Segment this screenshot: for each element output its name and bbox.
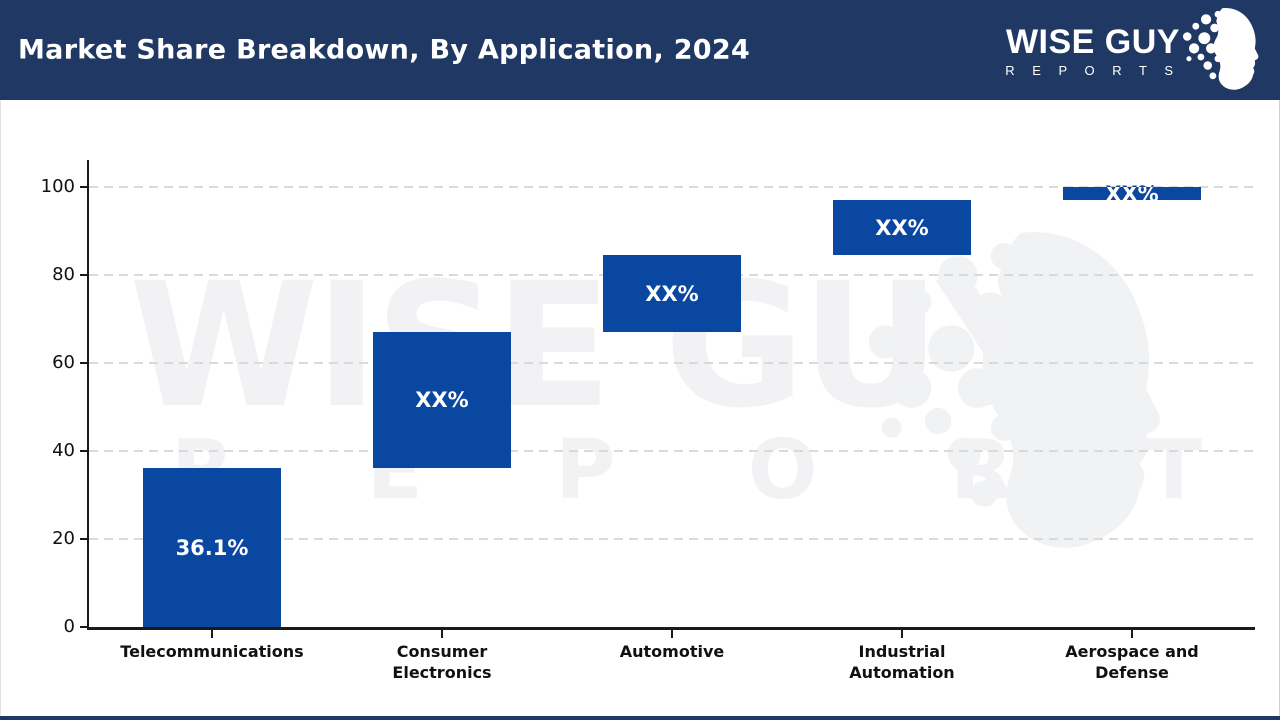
y-axis-tick-label: 20 [52,528,75,549]
x-axis-category-label: Industrial Automation [849,642,955,682]
y-axis-tick [80,538,89,540]
wiseguy-logo: WISE GUY R E P O R T S [1005,4,1270,98]
bar-value-text: XX% [1105,181,1159,206]
waterfall-bar-segment: XX% [373,332,511,469]
bar-value-label: XX% [603,281,741,307]
x-axis-tick [1131,630,1133,638]
gridline [89,362,1255,364]
bar-value-label: XX% XX% [1063,181,1201,207]
gridline [89,538,1255,540]
logo-subtitle-text: R E P O R T S [1005,63,1180,78]
y-axis-tick-label: 40 [52,440,75,461]
bar-value-label: 36.1% [143,535,281,561]
y-axis-line [87,160,89,630]
x-axis-category-label: Aerospace and Defense [1065,642,1199,682]
logo-wordmark: WISE GUY R E P O R T S [1005,23,1180,79]
x-axis-tick [901,630,903,638]
y-axis-tick [80,362,89,364]
bar-value-text: XX% [415,388,469,413]
x-axis-category-label: Consumer Electronics [392,642,492,682]
bar-value-text: XX% [645,281,699,306]
footer-bar [0,716,1280,720]
y-axis-tick [80,274,89,276]
bar-value-text: XX% [1105,181,1159,206]
chart-area: WISE GUY R E P O R T S 02040608010036.1%… [0,100,1280,716]
header-bar: Market Share Breakdown, By Application, … [0,0,1280,100]
x-axis-category-label: Automotive [619,642,725,661]
x-axis-category-label: Telecommunications [120,642,304,661]
x-axis-tick [441,630,443,638]
waterfall-bar-segment: XX% XX% [1063,182,1201,206]
page-title: Market Share Breakdown, By Application, … [18,34,751,66]
bar-value-label: XX% [373,387,511,413]
x-axis-tick [211,630,213,638]
logo-face-icon [1182,8,1259,90]
waterfall-bar-segment: XX% [833,200,971,256]
waterfall-chart: 0 20 40 60 80 100 36.1% Telecommunications XX% Co… [1,100,1279,716]
gridline [89,450,1255,452]
x-axis-line [87,627,1255,630]
y-axis-tick [80,186,89,188]
x-axis-tick [671,630,673,638]
bar-value-text: 36.1% [175,535,249,560]
bar-value-text: XX% [875,215,929,240]
waterfall-bar-segment: XX% [603,255,741,333]
gridline [89,186,1255,188]
y-axis-tick-label: 60 [52,352,75,373]
waterfall-bar-segment: 36.1% [143,468,281,627]
y-axis-tick-label: 100 [40,176,75,197]
y-axis-tick [80,626,89,628]
y-axis-tick-label: 0 [63,616,75,637]
y-axis-tick [80,450,89,452]
bar-value-label: XX% [833,215,971,241]
y-axis-tick-label: 80 [52,264,75,285]
logo-title-text: WISE GUY [1005,23,1180,61]
